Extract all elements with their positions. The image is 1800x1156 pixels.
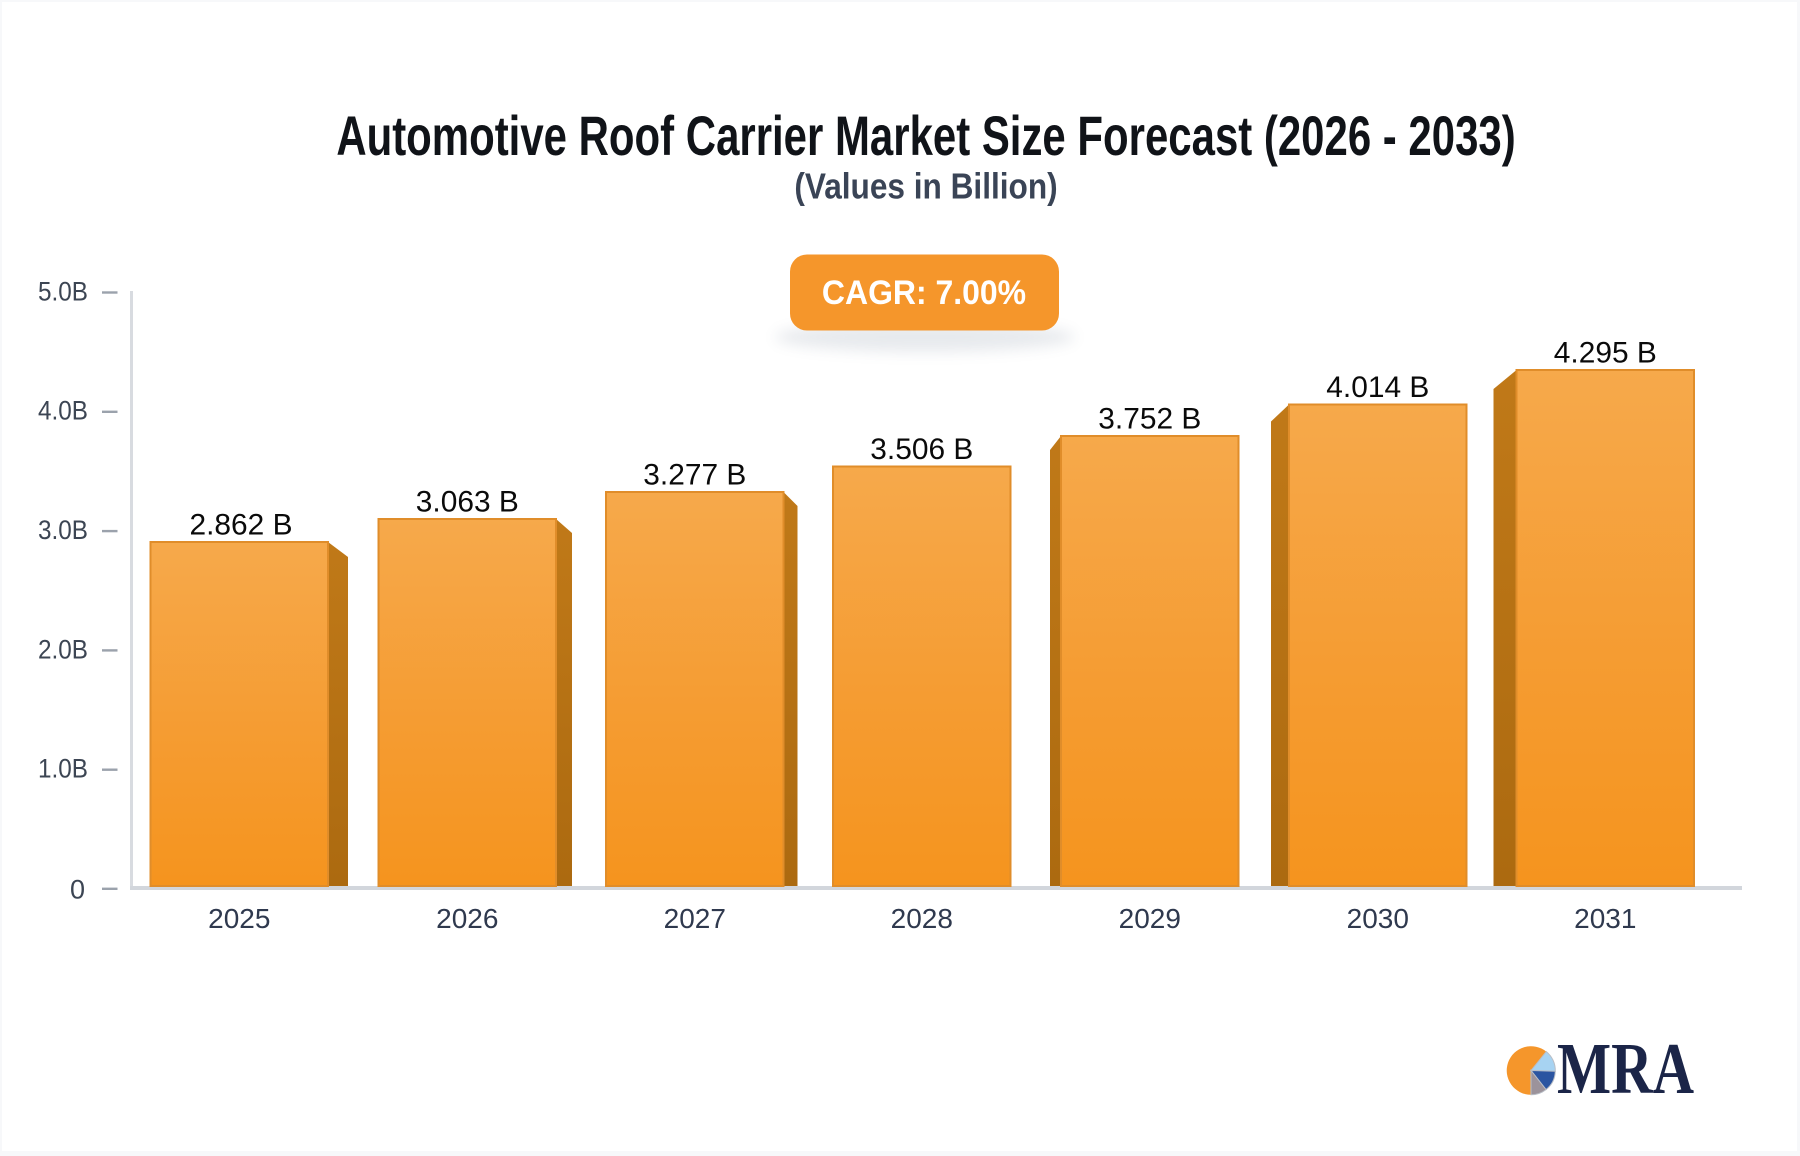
svg-text:CAGR: 7.00%: CAGR: 7.00% <box>822 273 1026 311</box>
svg-text:1.0B: 1.0B <box>38 754 88 784</box>
svg-text:3.752 B: 3.752 B <box>1098 403 1201 436</box>
svg-text:2029: 2029 <box>1119 903 1181 934</box>
svg-text:2.862 B: 2.862 B <box>190 509 293 542</box>
svg-text:2028: 2028 <box>891 903 953 934</box>
svg-text:3.506 B: 3.506 B <box>870 433 973 466</box>
svg-text:2025: 2025 <box>208 903 270 934</box>
svg-text:4.295 B: 4.295 B <box>1554 337 1657 370</box>
svg-text:4.0B: 4.0B <box>38 396 88 426</box>
svg-text:2030: 2030 <box>1347 903 1409 934</box>
svg-text:2031: 2031 <box>1574 903 1636 934</box>
svg-text:0: 0 <box>70 874 85 904</box>
svg-text:3.277 B: 3.277 B <box>643 459 746 492</box>
svg-text:3.063 B: 3.063 B <box>416 486 519 519</box>
svg-text:2027: 2027 <box>664 903 726 934</box>
svg-text:3.0B: 3.0B <box>38 515 88 545</box>
svg-text:2026: 2026 <box>436 903 498 934</box>
svg-text:2.0B: 2.0B <box>38 634 88 664</box>
svg-text:5.0B: 5.0B <box>38 276 88 306</box>
svg-text:Automotive Roof Carrier Market: Automotive Roof Carrier Market Size Fore… <box>336 105 1515 167</box>
svg-text:MRA: MRA <box>1557 1028 1694 1109</box>
svg-text:(Values in Billion): (Values in Billion) <box>794 167 1057 207</box>
svg-text:4.014 B: 4.014 B <box>1326 371 1429 404</box>
